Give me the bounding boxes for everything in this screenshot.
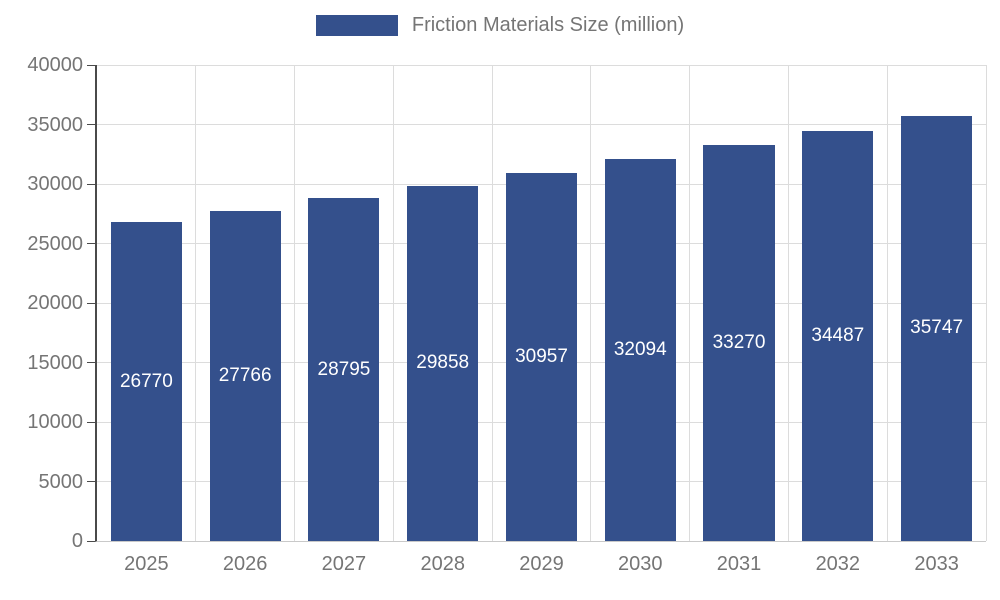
gridline-vertical: [294, 65, 296, 541]
bar-value-label: 32094: [613, 339, 667, 361]
bar: 34487: [802, 130, 874, 541]
bar-value-label: 35747: [910, 317, 964, 339]
bar: 32094: [604, 159, 676, 541]
y-axis-label: 0: [71, 530, 83, 552]
y-axis-tick: [87, 183, 95, 185]
gridline: [97, 124, 986, 125]
y-axis-label: 5000: [38, 470, 84, 493]
y-axis-tick: [87, 124, 95, 125]
gridline-vertical: [886, 65, 888, 541]
bar-value-label: 34487: [811, 324, 865, 346]
y-axis-label: 35000: [27, 113, 83, 136]
x-axis-label: 2029: [519, 553, 564, 575]
plot-area: 0 5000 10000 15000 20000 25000 30000 35000 40000…: [27, 54, 987, 575]
y-axis-label: 15000: [27, 351, 83, 374]
bar: 30957: [505, 172, 578, 541]
bar: 27766: [209, 210, 281, 541]
y-axis-tick: [87, 302, 95, 304]
gridline: [97, 64, 986, 66]
y-axis-tick: [87, 64, 95, 66]
bar: 26770: [110, 222, 182, 541]
x-axis-label: 2032: [815, 553, 861, 575]
legend: Friction Materials Size (million): [0, 14, 1000, 37]
gridline-vertical: [195, 65, 197, 541]
y-axis-tick: [87, 362, 95, 363]
y-axis-tick: [87, 421, 95, 423]
gridline-vertical: [689, 65, 691, 541]
y-axis-label: 10000: [27, 411, 83, 433]
bar: 28795: [308, 198, 380, 541]
legend-swatch: [315, 15, 398, 36]
y-axis-tick: [87, 540, 95, 542]
y-axis-tick: [87, 481, 95, 482]
y-axis-label: 25000: [27, 232, 83, 255]
x-axis-label: 2025: [124, 553, 169, 575]
bar-value-label: 29858: [416, 352, 470, 374]
bar: 35747: [901, 115, 973, 541]
y-axis-tick: [87, 243, 95, 244]
x-axis-label: 2026: [222, 553, 268, 575]
bar: 33270: [703, 145, 775, 541]
bar-value-label: 30957: [515, 345, 568, 367]
bar-value-label: 26770: [119, 370, 173, 392]
legend-label: Friction Materials Size (million): [411, 14, 685, 36]
bar-value-label: 27766: [218, 364, 272, 386]
gridline-vertical: [590, 65, 592, 541]
gridline-vertical: [491, 65, 493, 541]
y-axis-label: 40000: [27, 54, 83, 76]
bar-value-label: 33270: [712, 332, 766, 354]
x-axis-label: 2031: [716, 553, 762, 575]
x-axis-label: 2028: [420, 553, 465, 575]
gridline-vertical: [985, 65, 987, 541]
y-axis-label: 20000: [27, 292, 83, 314]
x-axis-label: 2033: [914, 553, 959, 575]
bar: 29858: [407, 185, 479, 541]
gridline-vertical: [787, 65, 789, 541]
y-axis-label: 30000: [27, 173, 83, 195]
x-axis-label: 2030: [618, 553, 663, 575]
x-axis-label: 2027: [321, 553, 367, 575]
gridline-vertical: [392, 65, 394, 541]
bar-value-label: 28795: [317, 358, 371, 380]
